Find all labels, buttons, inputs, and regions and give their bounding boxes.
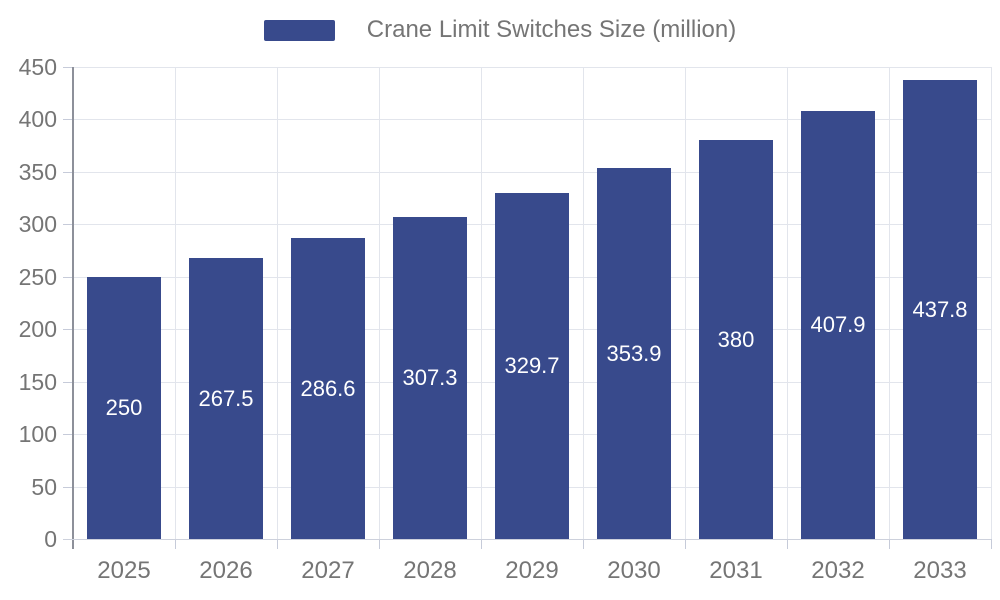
bar-2030[interactable]: 353.9 — [597, 168, 671, 539]
bar-2027[interactable]: 286.6 — [291, 238, 365, 539]
bar-2025[interactable]: 250 — [87, 277, 161, 539]
bar-2026[interactable]: 267.5 — [189, 258, 263, 539]
y-axis-tick — [63, 487, 73, 488]
x-axis-tick — [685, 539, 686, 549]
gridline-vertical — [787, 67, 788, 539]
x-axis-tick — [787, 539, 788, 549]
y-axis-tick-label: 300 — [18, 211, 57, 237]
bar-2032[interactable]: 407.9 — [801, 111, 875, 539]
x-axis-line — [63, 539, 991, 540]
x-axis-tick-label: 2027 — [301, 557, 355, 584]
bar-2031[interactable]: 380 — [699, 140, 773, 539]
gridline-vertical — [175, 67, 176, 539]
x-axis-tick-label: 2029 — [505, 557, 559, 584]
x-axis-tick — [277, 539, 278, 549]
y-axis-tick-label: 0 — [44, 526, 57, 552]
x-axis-tick — [379, 539, 380, 549]
y-axis-tick-label: 400 — [18, 106, 57, 132]
gridline-vertical — [991, 67, 992, 539]
bar-value-label: 307.3 — [402, 365, 458, 390]
gridline-vertical — [685, 67, 686, 539]
y-axis-tick-label: 100 — [18, 421, 57, 447]
legend-label: Crane Limit Switches Size (million) — [366, 16, 737, 43]
x-axis-tick-label: 2026 — [199, 557, 253, 584]
y-axis-tick — [63, 329, 73, 330]
y-axis-tick-label: 150 — [18, 369, 57, 395]
bar-value-label: 380 — [717, 327, 755, 352]
gridline-vertical — [481, 67, 482, 539]
y-axis-tick — [63, 434, 73, 435]
gridline-horizontal — [73, 67, 991, 68]
gridline-vertical — [889, 67, 890, 539]
y-axis-tick — [63, 119, 73, 120]
x-axis-tick — [175, 539, 176, 549]
y-axis-tick — [63, 172, 73, 173]
x-axis-tick-label: 2031 — [709, 557, 763, 584]
y-axis-tick — [63, 224, 73, 225]
bar-value-label: 407.9 — [810, 312, 866, 337]
bar-value-label: 286.6 — [300, 376, 356, 401]
x-axis-tick — [481, 539, 482, 549]
x-axis-tick — [889, 539, 890, 549]
bar-value-label: 250 — [105, 395, 143, 420]
legend-swatch-icon — [263, 19, 335, 41]
bar-value-label: 267.5 — [198, 386, 254, 411]
y-axis-tick — [63, 67, 73, 68]
x-axis-tick — [583, 539, 584, 549]
bar-2033[interactable]: 437.8 — [903, 80, 977, 539]
x-axis-tick-label: 2025 — [97, 557, 151, 584]
gridline-vertical — [379, 67, 380, 539]
y-axis-tick-label: 50 — [31, 474, 57, 500]
gridline-vertical — [277, 67, 278, 539]
x-axis-tick-label: 2032 — [811, 557, 865, 584]
y-axis-tick — [63, 382, 73, 383]
y-axis-tick-label: 450 — [18, 54, 57, 80]
legend[interactable]: Crane Limit Switches Size (million) — [0, 16, 1000, 44]
bar-2028[interactable]: 307.3 — [393, 217, 467, 539]
bar-2029[interactable]: 329.7 — [495, 193, 569, 539]
y-axis-tick — [63, 277, 73, 278]
x-axis-tick-label: 2028 — [403, 557, 457, 584]
x-axis-tick-label: 2030 — [607, 557, 661, 584]
gridline-horizontal — [73, 119, 991, 120]
gridline-horizontal — [73, 172, 991, 173]
y-axis-tick-label: 250 — [18, 264, 57, 290]
bar-value-label: 353.9 — [606, 341, 662, 366]
y-axis-tick-label: 200 — [18, 316, 57, 342]
gridline-vertical — [583, 67, 584, 539]
y-axis-tick-label: 350 — [18, 159, 57, 185]
y-axis-line — [72, 67, 74, 549]
bar-value-label: 329.7 — [504, 353, 560, 378]
x-axis-tick-label: 2033 — [913, 557, 967, 584]
bar-value-label: 437.8 — [912, 297, 968, 322]
x-axis-tick — [991, 539, 992, 549]
